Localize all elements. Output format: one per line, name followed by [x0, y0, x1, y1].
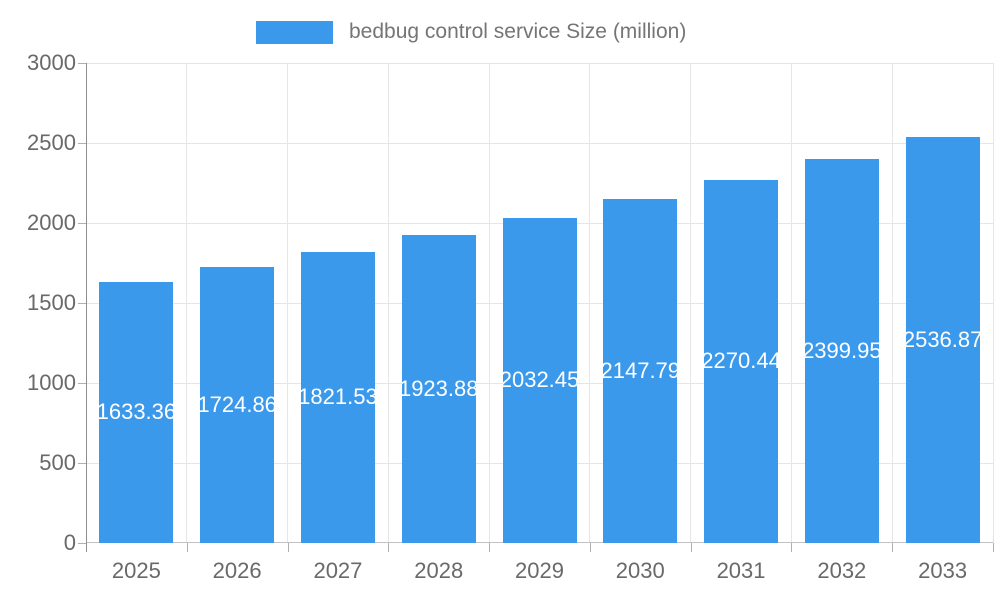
legend-swatch-icon	[256, 20, 333, 44]
x-axis-tick-label: 2031	[716, 558, 766, 583]
gridline	[287, 63, 289, 543]
bar-value-label: 1724.86	[200, 392, 275, 418]
y-axis-tick	[78, 383, 86, 384]
gridline	[387, 63, 389, 543]
bar-value-label: 2399.95	[804, 338, 879, 363]
x-axis-tick	[791, 543, 793, 552]
bar-value-label: 1633.36	[99, 399, 174, 425]
bar-value-label: 2032.45	[502, 367, 577, 393]
y-axis-tick	[78, 303, 86, 304]
x-axis-tick	[388, 543, 390, 552]
gridline	[86, 63, 993, 64]
bar-2030[interactable]: 2147.79	[603, 199, 678, 543]
y-axis-tick-label: 3000	[27, 50, 76, 75]
bar-2025[interactable]: 1633.36	[99, 281, 174, 543]
x-axis-tick-label: 2029	[515, 558, 564, 583]
y-axis-tick	[78, 463, 86, 464]
y-axis-tick-label: 1000	[27, 370, 76, 395]
gridline	[589, 63, 591, 543]
gridline	[992, 63, 994, 543]
bar-value-label: 1923.88	[401, 376, 476, 402]
bar-2033[interactable]: 2536.87	[905, 137, 980, 543]
x-axis-tick-label: 2026	[212, 558, 262, 583]
x-axis-tick	[186, 543, 188, 552]
bar-value-label: 2147.79	[603, 358, 678, 384]
x-axis-tick	[993, 543, 994, 552]
y-axis-tick-label: 1500	[27, 290, 76, 315]
bar-2028[interactable]: 1923.88	[401, 235, 476, 543]
bar-2027[interactable]: 1821.53	[300, 251, 375, 543]
y-axis-tick	[78, 143, 86, 144]
plot-area: 1633.36 1724.86 1821.53 1923.88 2032.45 2147.…	[86, 63, 994, 552]
bar-2026[interactable]: 1724.86	[200, 267, 275, 543]
x-axis-tick-label: 2027	[313, 558, 363, 583]
gridline	[790, 63, 792, 543]
x-axis-tick	[589, 543, 591, 552]
x-axis-tick-label: 2028	[414, 558, 464, 583]
bar-2029[interactable]: 2032.45	[502, 217, 577, 543]
y-axis-line	[86, 63, 87, 552]
gridline	[891, 63, 893, 543]
legend[interactable]: bedbug control service Size (million)	[256, 19, 686, 45]
y-axis-tick-label: 0	[63, 530, 76, 555]
x-axis-tick	[690, 543, 692, 552]
bar-value-label: 1821.53	[300, 384, 375, 410]
x-axis-tick-label: 2032	[817, 558, 867, 583]
y-axis-tick	[78, 223, 86, 224]
y-axis-tick	[78, 63, 86, 64]
bar-2032[interactable]: 2399.95	[804, 159, 879, 543]
gridline	[186, 63, 188, 543]
y-axis-tick-label: 500	[39, 450, 76, 475]
y-axis-tick	[78, 543, 86, 544]
bar-2031[interactable]: 2270.44	[704, 179, 779, 543]
y-axis-tick-label: 2500	[27, 130, 76, 155]
bar-value-label: 2270.44	[704, 348, 779, 374]
gridline	[690, 63, 692, 543]
gridline	[488, 63, 490, 543]
y-axis-tick-label: 2000	[27, 210, 76, 235]
x-axis-tick	[287, 543, 289, 552]
x-axis-tick	[892, 543, 894, 552]
x-axis-tick-label: 2030	[615, 558, 665, 583]
x-axis-tick	[489, 543, 491, 552]
gridline	[86, 142, 993, 144]
bar-value-label: 2536.87	[905, 327, 980, 353]
x-axis-tick-label: 2033	[918, 558, 968, 583]
legend-label: bedbug control service Size (million)	[349, 20, 687, 43]
x-axis-tick-label: 2025	[111, 558, 161, 583]
